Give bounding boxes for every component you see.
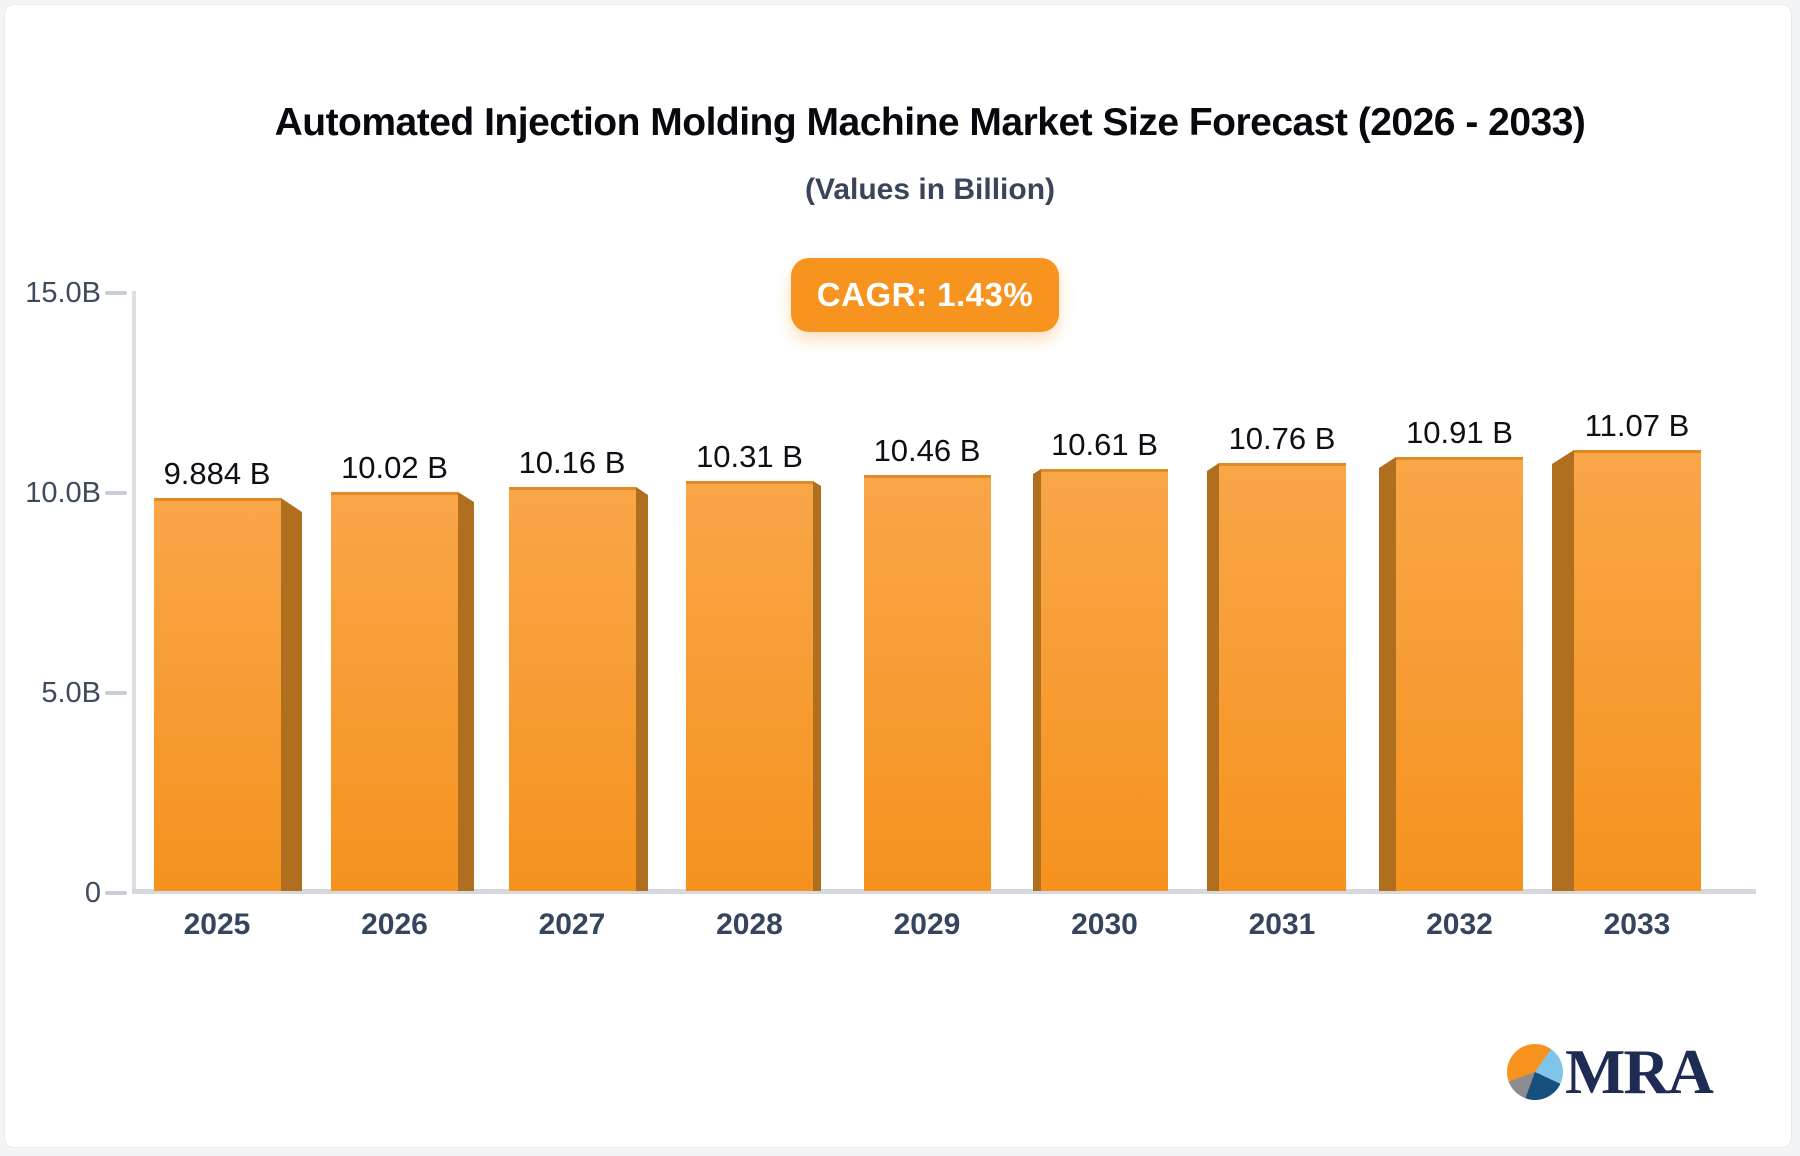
y-axis-tick-label: 5.0B [41, 677, 101, 709]
x-axis-label-2026: 2026 [361, 908, 428, 941]
bar-value-label: 10.91 B [1406, 415, 1513, 450]
chart-card: Automated Injection Molding Machine Mark… [4, 4, 1792, 1148]
y-axis-tick-label: 0 [84, 877, 101, 909]
bar-2033 [1574, 450, 1701, 891]
bar-2026 [331, 492, 458, 891]
y-axis-line [132, 291, 136, 891]
x-axis-label-2033: 2033 [1603, 908, 1671, 941]
bar-value-label: 10.31 B [696, 439, 803, 474]
bar-2031 [1219, 463, 1346, 891]
bar-3d-side [458, 492, 474, 891]
bar-2032 [1396, 457, 1523, 891]
bar-2029 [864, 475, 991, 891]
bar-value-label: 11.07 B [1584, 408, 1690, 443]
bar-value-label: 10.02 B [341, 450, 448, 485]
x-axis-label-2030: 2030 [1071, 908, 1138, 941]
cagr-badge-label: CAGR: 1.43% [816, 276, 1034, 313]
bar-2028 [686, 481, 813, 891]
y-axis-tick-mark [105, 691, 127, 695]
bar-3d-side [813, 481, 821, 891]
y-axis-tick-mark [105, 891, 127, 895]
x-axis-label-2032: 2032 [1426, 908, 1493, 941]
bar-value-label: 10.61 B [1051, 427, 1158, 462]
y-axis-tick-label: 15.0B [25, 277, 101, 309]
x-axis-label-2027: 2027 [538, 908, 606, 941]
brand-logo: MRA [1507, 1036, 1714, 1107]
y-axis-tick-mark [105, 491, 127, 495]
bar-2027 [509, 487, 636, 891]
bar-2025 [154, 498, 281, 891]
bar-3d-side [281, 498, 302, 891]
bar-3d-side [1207, 463, 1219, 891]
cagr-badge: CAGR: 1.43% [791, 258, 1059, 332]
bar-2030 [1041, 469, 1168, 891]
y-axis-tick-mark [105, 291, 127, 295]
brand-logo-text: MRA [1565, 1036, 1714, 1107]
x-axis-label-2025: 2025 [183, 908, 251, 941]
bar-3d-side [1033, 469, 1041, 891]
x-axis-label-2031: 2031 [1248, 908, 1316, 941]
bar-value-label: 10.76 B [1228, 421, 1336, 456]
bar-3d-side [1552, 450, 1574, 891]
bar-3d-side [636, 487, 648, 891]
y-axis-tick-label: 10.0B [25, 477, 101, 509]
x-axis-label-2028: 2028 [716, 908, 783, 941]
chart-subtitle: (Values in Billion) [804, 173, 1056, 206]
x-axis-label-2029: 2029 [893, 908, 961, 941]
x-axis-baseline [132, 889, 1756, 894]
bar-value-label: 10.46 B [873, 433, 981, 468]
bar-3d-side [1379, 457, 1396, 891]
pie-chart-logo-icon [1507, 1044, 1563, 1100]
bar-value-label: 9.884 B [163, 456, 271, 491]
bar-value-label: 10.16 B [518, 445, 626, 480]
chart-title: Automated Injection Molding Machine Mark… [274, 101, 1586, 144]
